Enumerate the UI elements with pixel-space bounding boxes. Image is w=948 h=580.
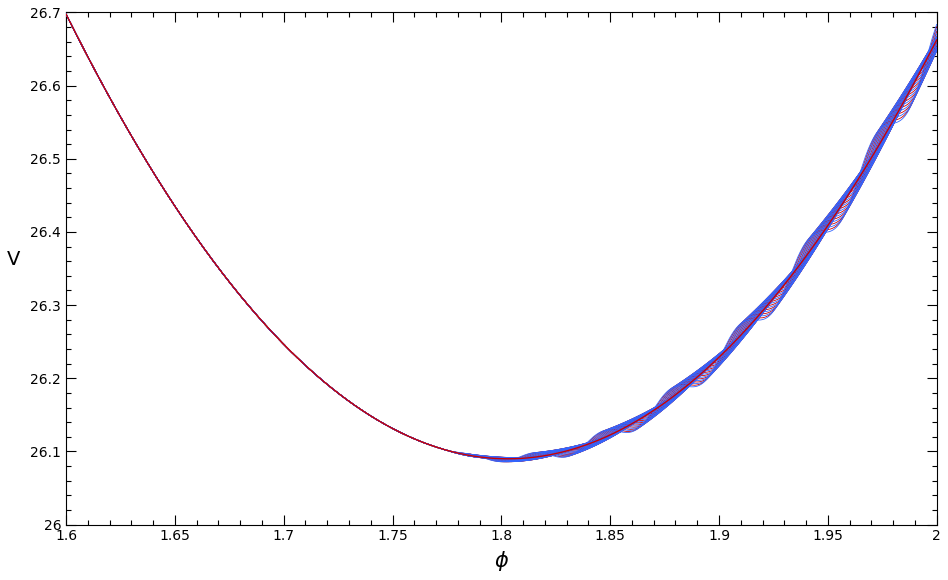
X-axis label: $\phi$: $\phi$ [494,549,509,573]
Y-axis label: V: V [7,249,20,269]
